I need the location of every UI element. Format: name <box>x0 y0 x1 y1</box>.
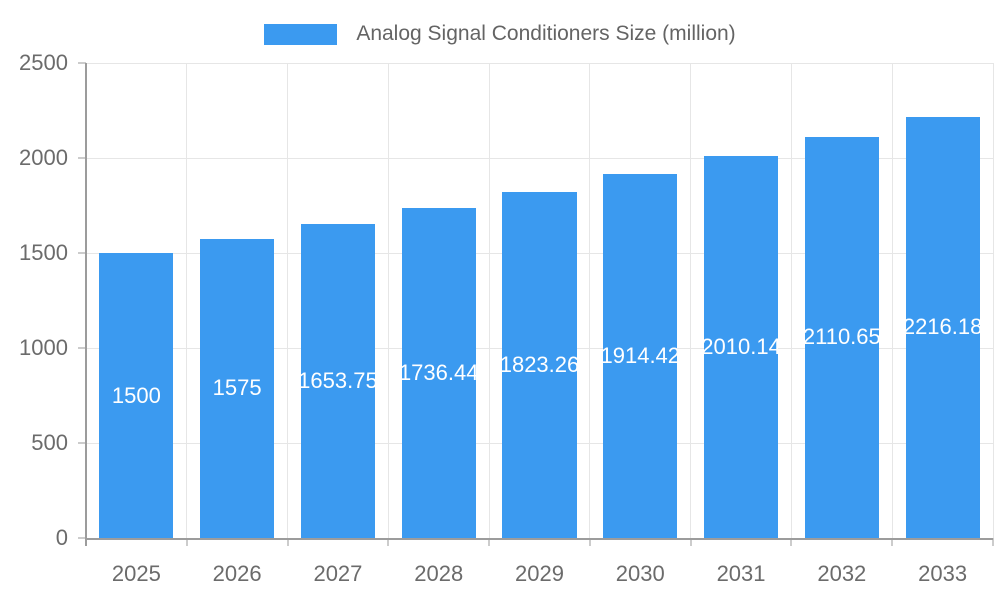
bar[interactable]: 1736.44 <box>398 208 479 538</box>
bar[interactable]: 1575 <box>200 238 275 538</box>
h-gridline <box>86 62 993 64</box>
x-tick-label: 2028 <box>414 561 464 586</box>
bar[interactable]: 1914.42 <box>601 174 680 538</box>
x-tick <box>286 538 289 546</box>
x-tick <box>588 538 591 546</box>
x-tick-label: 2030 <box>615 561 665 586</box>
x-tick-label: 2027 <box>313 561 363 586</box>
y-tick-label: 2000 <box>19 145 68 170</box>
y-tick <box>78 157 86 159</box>
y-tick <box>78 62 86 64</box>
x-tick-label: 2032 <box>817 561 867 586</box>
v-gridline <box>891 63 893 538</box>
bar[interactable]: 1500 <box>99 253 174 538</box>
bar-value-label: 1500 <box>111 382 161 408</box>
y-tick <box>78 442 86 444</box>
bar-value-label: 2216.18 <box>902 314 983 340</box>
bar[interactable]: 1653.75 <box>298 223 378 538</box>
v-gridline <box>790 63 792 538</box>
y-tick <box>78 252 86 254</box>
v-gridline <box>992 63 994 538</box>
x-tick-label: 2033 <box>918 561 968 586</box>
x-tick <box>488 538 491 546</box>
y-tick <box>78 537 86 539</box>
v-gridline <box>690 63 692 538</box>
bar-value-label: 1914.42 <box>600 343 681 369</box>
bar-value-label: 1823.26 <box>499 351 580 377</box>
x-tick <box>85 538 87 546</box>
y-tick-label: 1500 <box>19 240 68 265</box>
bar-value-label: 1575 <box>212 375 262 401</box>
legend-label: Analog Signal Conditioners Size (million… <box>356 22 736 45</box>
v-gridline <box>287 63 289 538</box>
legend[interactable]: Analog Signal Conditioners Size (million… <box>0 22 1000 46</box>
x-axis-line <box>85 538 993 540</box>
bar-value-label: 1736.44 <box>398 360 479 386</box>
bar-value-label: 2010.14 <box>701 334 781 360</box>
x-tick <box>891 538 894 546</box>
x-tick <box>185 538 188 546</box>
y-tick-label: 500 <box>31 430 68 455</box>
x-tick-label: 2029 <box>515 561 564 586</box>
bar[interactable]: 2010.14 <box>701 156 781 538</box>
x-tick-label: 2026 <box>212 561 262 586</box>
x-tick <box>790 538 793 546</box>
x-tick-label: 2031 <box>716 561 766 586</box>
h-gridline <box>86 157 993 159</box>
v-gridline <box>589 63 591 538</box>
x-tick <box>992 538 994 546</box>
bar[interactable]: 2216.18 <box>902 116 983 538</box>
bar-value-label: 1653.75 <box>298 367 378 393</box>
bar-value-label: 2110.65 <box>802 324 881 350</box>
v-gridline <box>387 63 389 538</box>
v-gridline <box>488 63 490 538</box>
y-tick-label: 1000 <box>19 335 68 360</box>
x-tick-label: 2025 <box>111 561 161 586</box>
bar[interactable]: 2110.65 <box>802 136 881 538</box>
x-tick <box>387 538 390 546</box>
y-tick-label: 2500 <box>19 50 68 75</box>
v-gridline <box>186 63 188 538</box>
x-tick <box>689 538 692 546</box>
bar[interactable]: 1823.26 <box>500 191 579 538</box>
y-axis-line <box>85 63 87 540</box>
legend-swatch <box>264 23 338 45</box>
y-tick <box>78 347 86 349</box>
y-tick-label: 0 <box>55 525 68 550</box>
